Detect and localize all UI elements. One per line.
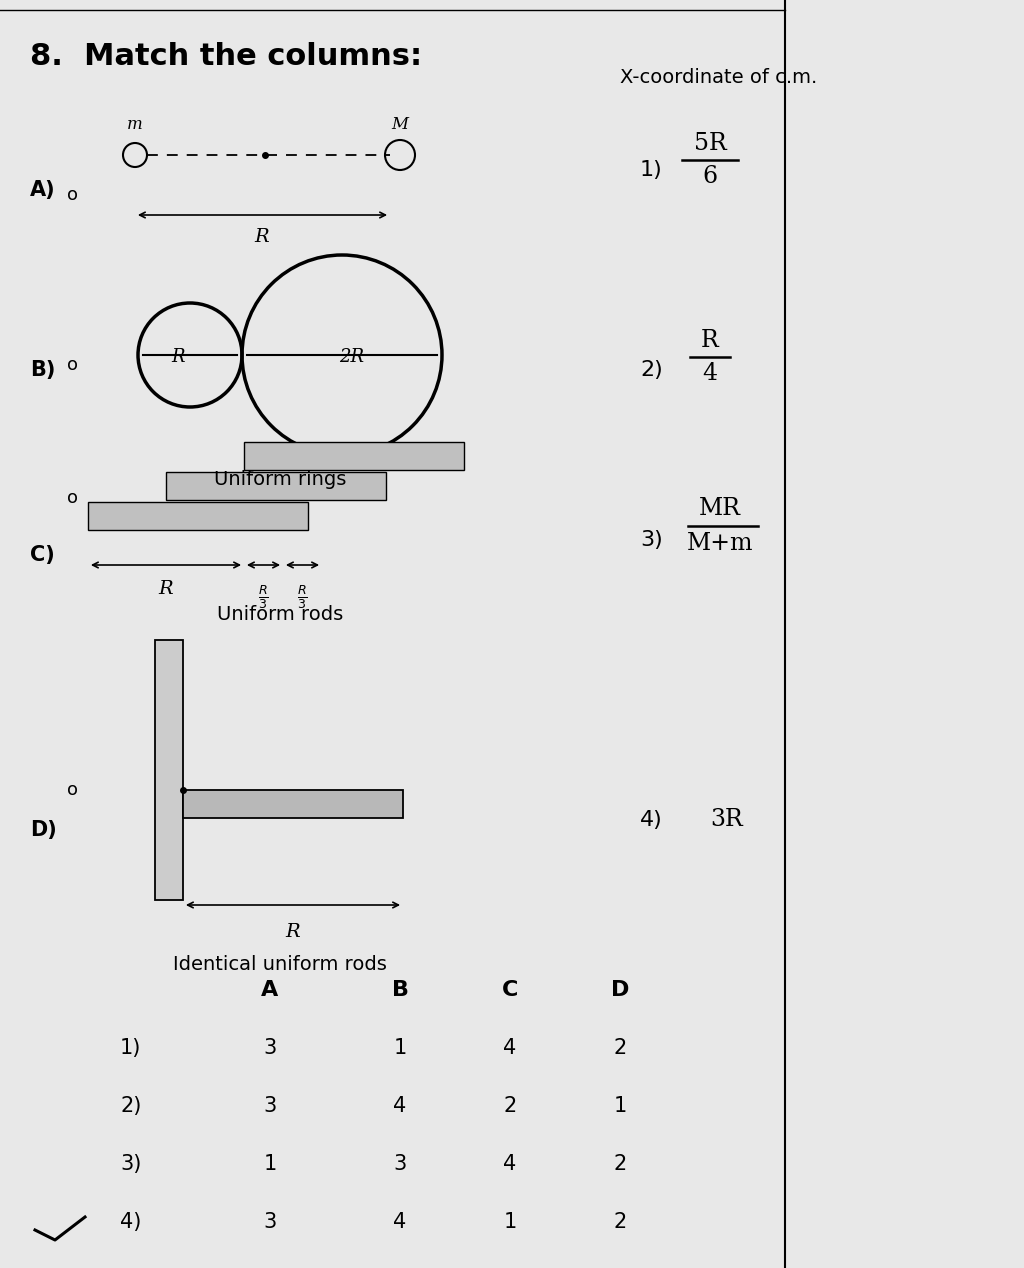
Bar	[183, 790, 403, 818]
Text: X-coordinate of c.m.: X-coordinate of c.m.	[620, 68, 817, 87]
Text: $\frac{R}{3}$: $\frac{R}{3}$	[258, 583, 268, 611]
Text: 2): 2)	[120, 1096, 141, 1116]
Text: R: R	[255, 228, 269, 246]
Text: 3: 3	[263, 1096, 276, 1116]
Text: 4): 4)	[640, 810, 663, 831]
Text: m: m	[127, 115, 143, 133]
Text: Uniform rods: Uniform rods	[217, 605, 343, 624]
Text: 3): 3)	[640, 530, 663, 550]
Text: A: A	[261, 980, 279, 1000]
Bar	[88, 502, 308, 530]
Text: 4): 4)	[120, 1212, 141, 1232]
Text: M+m: M+m	[687, 533, 754, 555]
Text: Uniform rings: Uniform rings	[214, 470, 346, 489]
Text: 1: 1	[613, 1096, 627, 1116]
Text: o: o	[67, 781, 78, 799]
Text: o: o	[67, 489, 78, 507]
Text: 3): 3)	[120, 1154, 141, 1174]
Text: 1: 1	[263, 1154, 276, 1174]
Text: o: o	[67, 186, 78, 204]
Text: 6: 6	[702, 165, 718, 188]
Text: 1): 1)	[120, 1038, 141, 1058]
Text: 2: 2	[504, 1096, 517, 1116]
Bar	[244, 443, 464, 470]
Text: 1): 1)	[640, 160, 663, 180]
Text: 4: 4	[504, 1038, 517, 1058]
Text: M: M	[391, 115, 409, 133]
Bar	[155, 640, 183, 900]
Text: 4: 4	[393, 1212, 407, 1232]
Text: 4: 4	[393, 1096, 407, 1116]
Text: 2: 2	[613, 1154, 627, 1174]
Text: 8.  Match the columns:: 8. Match the columns:	[30, 42, 422, 71]
Text: D: D	[610, 980, 629, 1000]
Text: A): A)	[30, 180, 55, 200]
Text: D): D)	[30, 820, 56, 839]
Text: 5R: 5R	[693, 132, 726, 155]
Text: o: o	[67, 356, 78, 374]
Text: 4: 4	[702, 361, 718, 385]
Text: 4: 4	[504, 1154, 517, 1174]
Text: R: R	[171, 347, 184, 366]
Text: R: R	[286, 923, 300, 941]
Text: C): C)	[30, 545, 54, 566]
Text: R: R	[159, 579, 173, 598]
Text: 3R: 3R	[710, 809, 742, 832]
Text: 3: 3	[263, 1038, 276, 1058]
Text: $\frac{R}{3}$: $\frac{R}{3}$	[297, 583, 307, 611]
Text: Identical uniform rods: Identical uniform rods	[173, 955, 387, 974]
Text: R: R	[701, 328, 719, 353]
Text: 1: 1	[504, 1212, 517, 1232]
Text: C: C	[502, 980, 518, 1000]
Text: 3: 3	[263, 1212, 276, 1232]
Text: 2: 2	[613, 1038, 627, 1058]
Text: B: B	[391, 980, 409, 1000]
Text: 2R: 2R	[340, 347, 365, 366]
Text: B): B)	[30, 360, 55, 380]
Text: 1: 1	[393, 1038, 407, 1058]
Text: 2: 2	[613, 1212, 627, 1232]
Text: MR: MR	[699, 497, 741, 520]
Text: 2): 2)	[640, 360, 663, 380]
Text: 3: 3	[393, 1154, 407, 1174]
Bar	[166, 472, 386, 500]
